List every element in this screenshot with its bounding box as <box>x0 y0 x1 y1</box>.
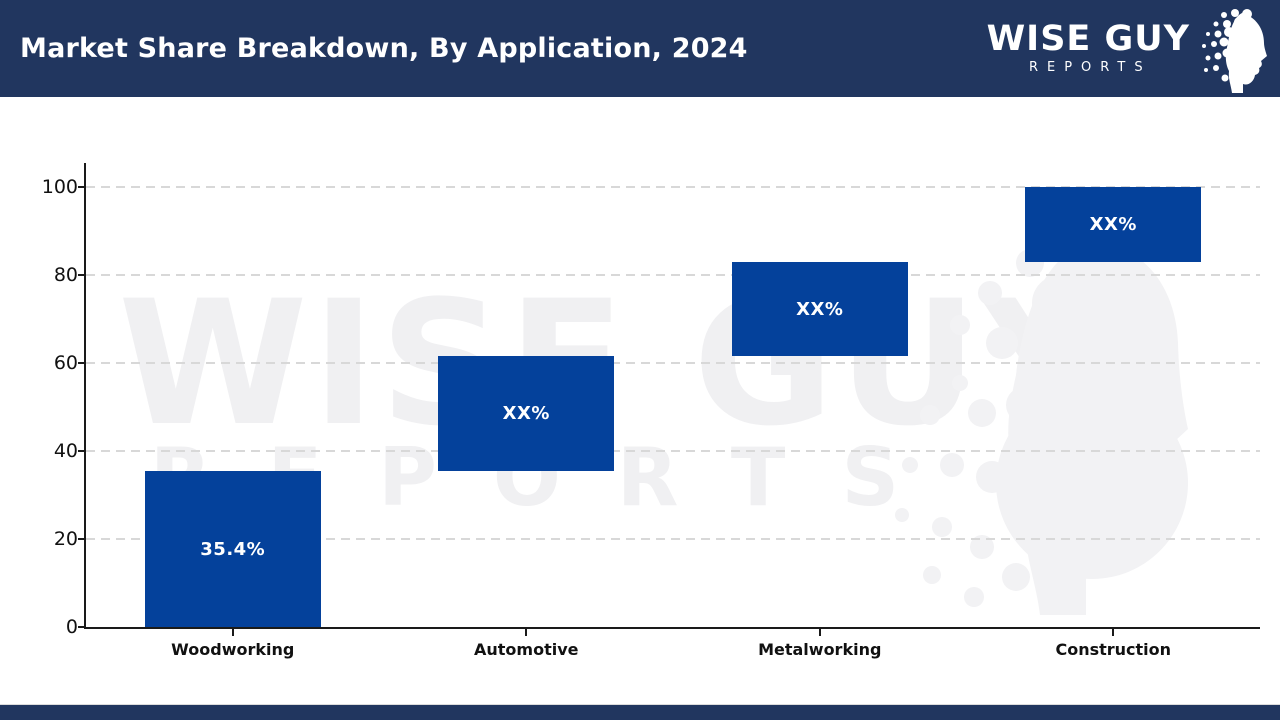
y-tick-label: 0 <box>65 616 78 638</box>
y-tick-mark <box>78 450 86 452</box>
y-tick-mark <box>78 274 86 276</box>
bar-value-label: XX% <box>502 403 550 425</box>
y-tick-label: 80 <box>53 264 78 286</box>
y-tick-mark <box>78 362 86 364</box>
gridline <box>86 186 1260 188</box>
x-tick-label-construction: Construction <box>1055 640 1172 659</box>
bar-automotive: XX% <box>438 356 615 472</box>
logo-face-icon <box>1202 8 1267 93</box>
x-tick-mark <box>818 629 821 636</box>
bar-woodworking: 35.4% <box>144 471 321 627</box>
x-tick-label-metalworking: Metalworking <box>758 640 882 659</box>
bar-construction: XX% <box>1025 187 1202 262</box>
bar-value-label: XX% <box>796 298 844 320</box>
x-axis <box>84 627 1260 629</box>
y-tick-label: 40 <box>53 440 78 462</box>
page-title: Market Share Breakdown, By Application, … <box>20 33 748 64</box>
gridline <box>86 538 1260 540</box>
gridline <box>86 274 1260 276</box>
y-tick-mark <box>78 626 86 628</box>
footer-bar <box>0 704 1280 720</box>
gridline <box>86 450 1260 452</box>
logo: WISE GUY REPORTS <box>987 5 1280 93</box>
x-tick-label-automotive: Automotive <box>474 640 579 659</box>
y-tick-label: 100 <box>41 176 78 198</box>
y-tick-mark <box>78 538 86 540</box>
y-tick-label: 20 <box>53 528 78 550</box>
header-banner: Market Share Breakdown, By Application, … <box>0 0 1280 97</box>
x-tick-mark <box>1112 629 1115 636</box>
bar-value-label: XX% <box>1089 213 1137 235</box>
y-axis <box>84 163 86 629</box>
logo-wordmark: WISE GUY REPORTS <box>986 19 1190 76</box>
logo-wiseguy-text: WISE GUY <box>986 19 1190 59</box>
bar-value-label: 35.4% <box>200 538 266 560</box>
x-tick-mark <box>231 629 234 636</box>
gridline <box>86 362 1260 364</box>
logo-reports-text: REPORTS <box>1028 60 1152 75</box>
bar-metalworking: XX% <box>731 261 908 357</box>
x-tick-label-woodworking: Woodworking <box>171 640 295 659</box>
watermark-head-graphic <box>895 244 1188 615</box>
x-tick-mark <box>525 629 528 636</box>
y-tick-label: 60 <box>53 352 78 374</box>
y-tick-mark <box>78 186 86 188</box>
